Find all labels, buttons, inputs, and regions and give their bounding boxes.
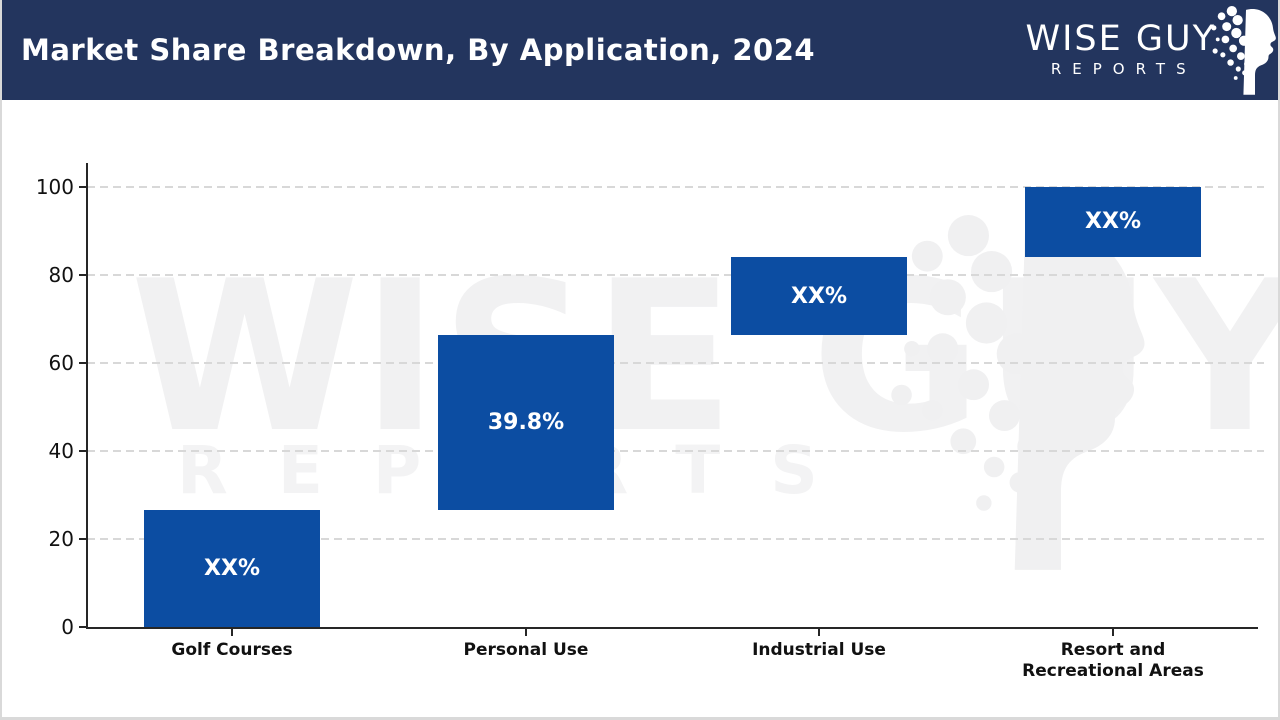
- logo-text-wiseguy: WISE GUY: [1025, 19, 1216, 59]
- y-tick-20: [79, 538, 87, 540]
- x-label-1: Personal Use: [463, 640, 589, 660]
- y-tick-0: [79, 626, 87, 628]
- watermark-face-icon: [886, 215, 1145, 570]
- bar-golf-courses: XX%: [144, 510, 320, 627]
- bar-personal-use: 39.8%: [438, 335, 614, 511]
- y-tick-label-60: 60: [48, 351, 74, 375]
- wiseguy-logo: WISE GUY REPORTS: [1025, 20, 1216, 78]
- x-label-2: Industrial Use: [752, 640, 886, 660]
- gridline-20: [87, 538, 1264, 540]
- y-tick-label-40: 40: [48, 439, 74, 463]
- y-tick-label-100: 100: [35, 175, 74, 199]
- x-tick-3: [1112, 629, 1114, 636]
- y-tick-80: [79, 274, 87, 276]
- x-tick-0: [231, 629, 233, 636]
- bar-value-label: XX%: [204, 556, 260, 582]
- gridline-40: [87, 450, 1264, 452]
- bar-resort-and-recreational-areas: XX%: [1025, 187, 1201, 257]
- y-tick-100: [79, 186, 87, 188]
- y-tick-label-20: 20: [48, 527, 74, 551]
- y-axis-line: [86, 163, 88, 629]
- gridline-100: [87, 186, 1264, 188]
- y-tick-60: [79, 362, 87, 364]
- gridline-80: [87, 274, 1264, 276]
- page-title: Market Share Breakdown, By Application, …: [21, 33, 816, 67]
- x-tick-1: [525, 629, 527, 636]
- bar-value-label: 39.8%: [487, 410, 565, 436]
- header-band: Market Share Breakdown, By Application, …: [2, 0, 1278, 100]
- bar-value-label: XX%: [791, 283, 847, 309]
- y-tick-label-80: 80: [48, 263, 74, 287]
- wiseguy-face-icon: [1211, 6, 1276, 95]
- y-tick-label-0: 0: [61, 615, 74, 639]
- bar-value-label: XX%: [1085, 209, 1141, 235]
- logo-text-reports: REPORTS: [1050, 60, 1197, 78]
- x-tick-2: [818, 629, 820, 636]
- x-label-3: Resort and Recreational Areas: [1022, 640, 1204, 681]
- bar-industrial-use: XX%: [731, 256, 907, 336]
- gridline-60: [87, 362, 1264, 364]
- x-axis-line: [86, 627, 1258, 629]
- y-tick-40: [79, 450, 87, 452]
- x-label-0: Golf Courses: [171, 640, 293, 660]
